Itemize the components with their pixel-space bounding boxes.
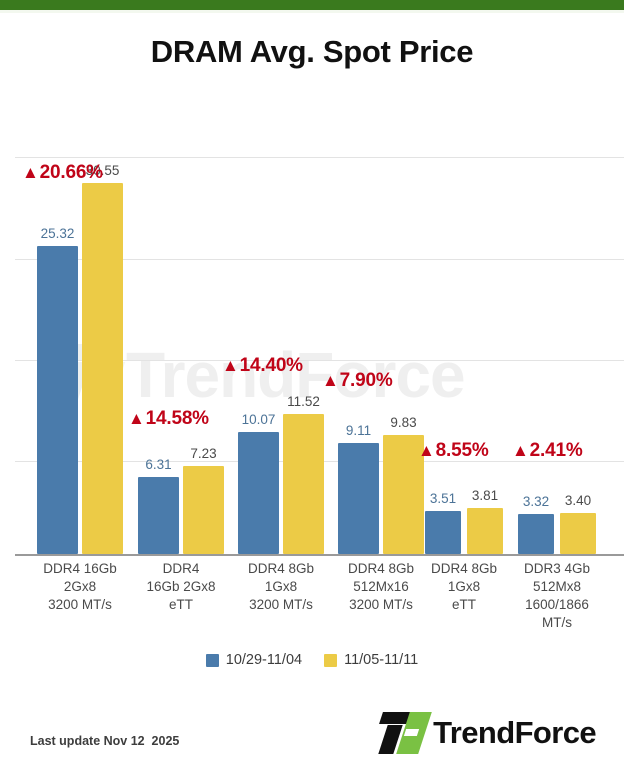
value-label-period1-3: 9.11 <box>345 423 372 439</box>
x-axis-label-5: DDR3 4Gb 512Mx8 1600/1866 MT/s <box>523 561 591 630</box>
bar-period1-2[interactable] <box>238 431 279 554</box>
value-label-period2-5: 3.40 <box>564 492 592 508</box>
pct-change-value: 2.41% <box>529 440 583 461</box>
pct-change-label-2: ▲14.40% <box>222 355 303 377</box>
top-accent-bar <box>0 0 624 10</box>
legend-swatch-icon <box>205 653 219 667</box>
bar-period2-5[interactable] <box>560 512 596 554</box>
value-label-period1-4: 3.51 <box>429 491 457 507</box>
value-label-period2-0: 30.55 <box>85 162 120 178</box>
up-triangle-icon: ▲ <box>128 409 145 428</box>
trendforce-mark-icon <box>378 712 432 754</box>
plot-area: 25.32 30.55 ▲20.66% 6.31 7.23 ▲14.58% 10.07 11.… <box>0 140 624 560</box>
value-label-period1-5: 3.32 <box>522 493 550 509</box>
up-triangle-icon: ▲ <box>222 356 239 375</box>
gridline <box>15 360 624 361</box>
bar-period2-3[interactable] <box>383 434 424 554</box>
bar-period1-1[interactable] <box>138 477 179 554</box>
up-triangle-icon: ▲ <box>418 441 435 460</box>
pct-change-value: 14.40% <box>239 355 303 376</box>
trendforce-logo: TrendForce <box>378 712 597 754</box>
bar-period2-0[interactable] <box>82 182 123 554</box>
value-label-period1-0: 25.32 <box>40 226 75 242</box>
x-axis-labels: DDR4 16Gb 2Gx8 3200 MT/s DDR4 16Gb 2Gx8 e… <box>0 560 624 640</box>
bar-period2-1[interactable] <box>183 466 224 554</box>
up-triangle-icon: ▲ <box>322 371 339 390</box>
value-label-period1-2: 10.07 <box>241 411 276 427</box>
bars-layer: 25.32 30.55 ▲20.66% 6.31 7.23 ▲14.58% 10.07 11.… <box>0 140 624 560</box>
bar-period1-4[interactable] <box>425 511 461 554</box>
bar-period1-3[interactable] <box>338 443 379 554</box>
legend-swatch-icon <box>324 653 338 667</box>
pct-change-label-0: ▲20.66% <box>22 162 103 184</box>
bar-period1-5[interactable] <box>518 513 554 554</box>
value-label-period2-2: 11.52 <box>287 393 320 409</box>
pct-change-value: 14.58% <box>145 408 209 429</box>
bar-period1-0[interactable] <box>37 246 78 554</box>
top-accent-shadow <box>0 10 624 13</box>
legend-label: 10/29-11/04 <box>225 652 303 668</box>
last-update-text: Last update Nov 12 2025 <box>30 734 180 748</box>
pct-change-value: 8.55% <box>435 440 489 461</box>
pct-change-value: 7.90% <box>339 370 393 391</box>
gridline <box>15 259 624 260</box>
legend-label: 11/05-11/11 <box>344 652 419 668</box>
x-axis-label-2: DDR4 8Gb 1Gx8 3200 MT/s <box>247 561 315 612</box>
value-label-period2-1: 7.23 <box>190 446 217 462</box>
logo-wordmark: TrendForce <box>433 715 596 750</box>
pct-change-label-5: ▲2.41% <box>512 440 583 462</box>
gridline <box>15 157 624 158</box>
up-triangle-icon: ▲ <box>22 163 39 182</box>
legend-item-0[interactable]: 10/29-11/04 <box>205 652 303 668</box>
x-axis-label-0: DDR4 16Gb 2Gx8 3200 MT/s <box>43 561 117 612</box>
pct-change-label-3: ▲7.90% <box>322 370 393 392</box>
chart-legend: 10/29-11/04 11/05-11/11 <box>0 652 624 668</box>
x-axis-label-3: DDR4 8Gb 512Mx16 3200 MT/s <box>347 561 415 612</box>
pct-change-label-1: ▲14.58% <box>128 408 209 430</box>
pct-change-label-4: ▲8.55% <box>418 440 489 462</box>
value-label-period2-4: 3.81 <box>471 487 499 503</box>
x-axis-label-1: DDR4 16Gb 2Gx8 eTT <box>146 561 216 612</box>
axis-baseline <box>15 554 624 556</box>
x-axis-label-4: DDR4 8Gb 1Gx8 eTT <box>430 561 498 612</box>
value-label-period2-3: 9.83 <box>390 414 417 430</box>
value-label-period1-1: 6.31 <box>145 457 172 473</box>
bar-period2-2[interactable] <box>283 413 324 554</box>
up-triangle-icon: ▲ <box>512 441 529 460</box>
legend-item-1[interactable]: 11/05-11/11 <box>324 652 418 668</box>
page-title: DRAM Avg. Spot Price <box>150 34 474 69</box>
pct-change-value: 20.66% <box>39 162 103 183</box>
bar-period2-4[interactable] <box>467 507 503 554</box>
